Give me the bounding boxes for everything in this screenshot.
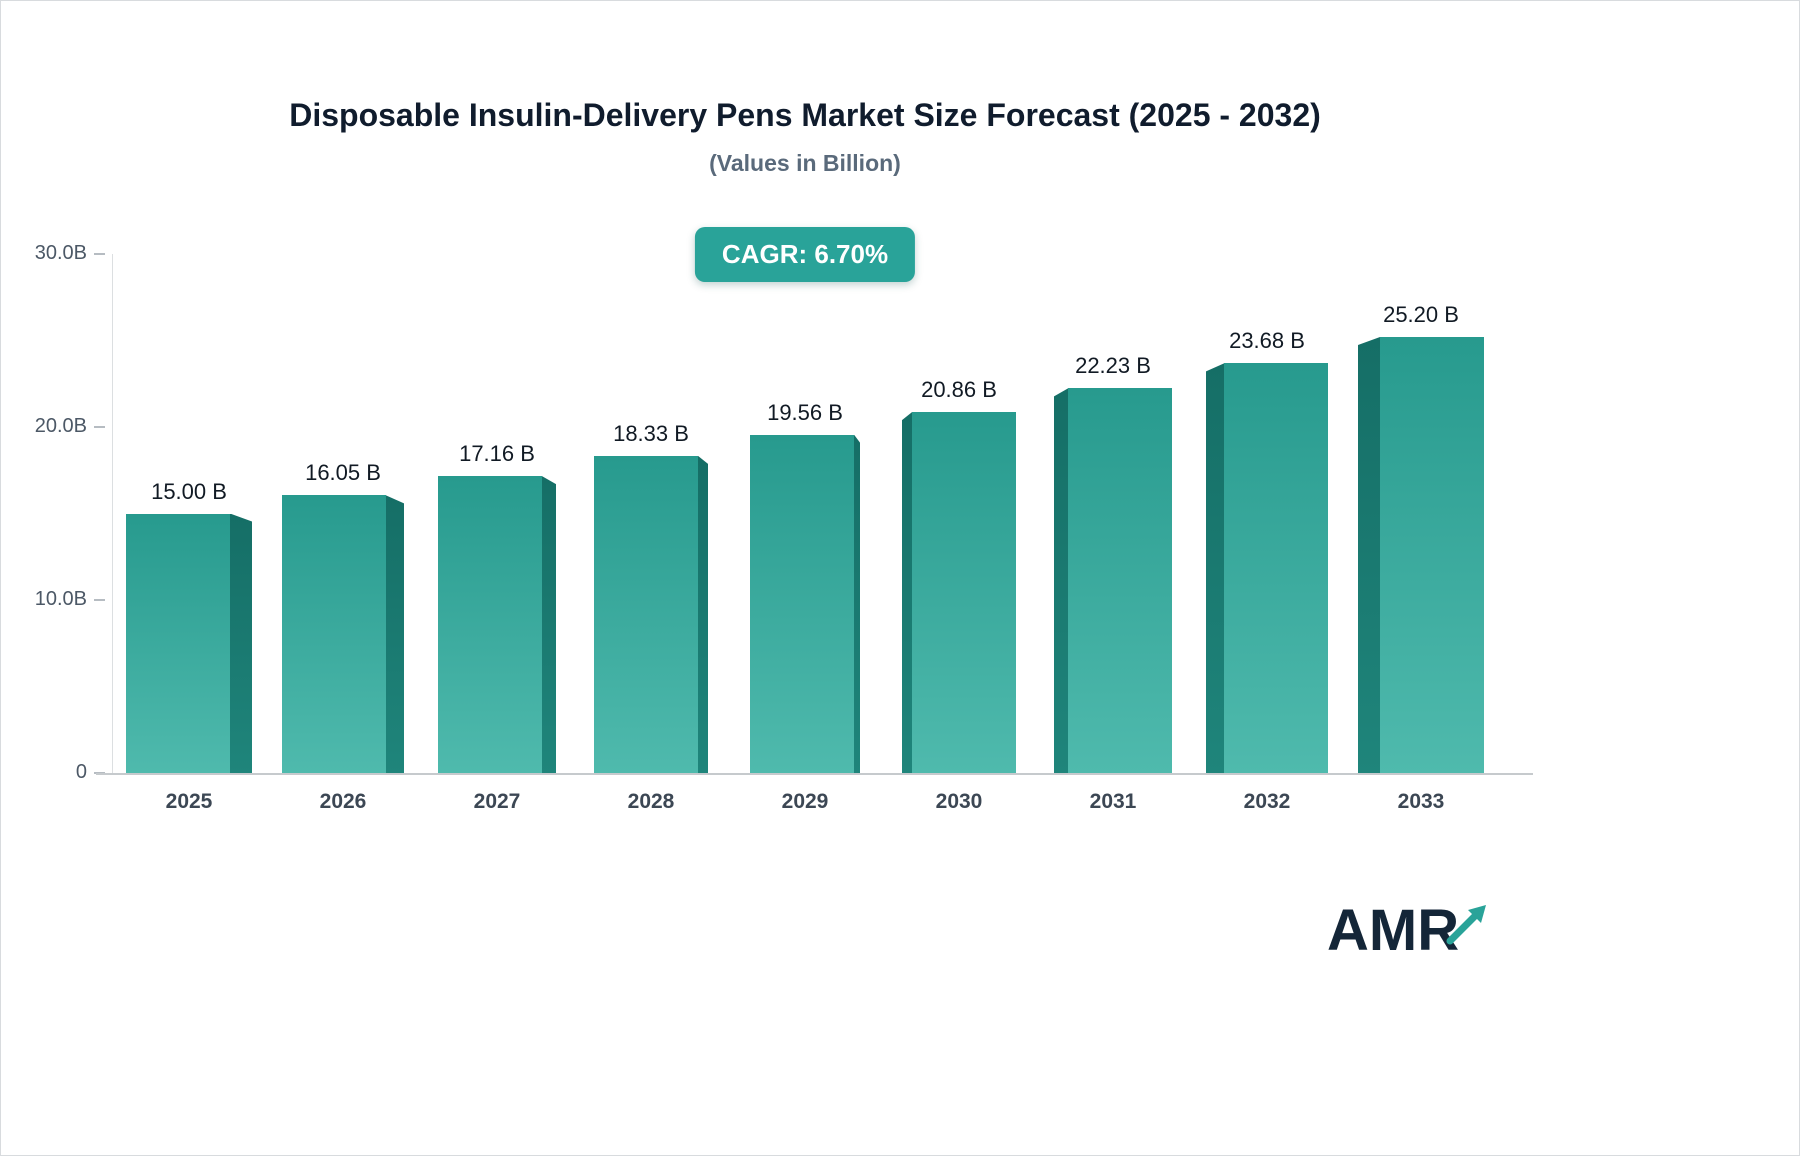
- y-axis-line: [112, 254, 113, 773]
- x-axis-label: 2031: [1089, 790, 1137, 813]
- y-axis-tick-label: 0: [75, 761, 87, 783]
- bar: [1358, 337, 1484, 773]
- bar-front-face: [126, 513, 230, 773]
- x-axis-label: 2029: [781, 790, 829, 813]
- y-axis-tick-label: 30.0B: [34, 242, 87, 264]
- bar-side-face: [230, 513, 252, 773]
- bar-value-label: 15.00 B: [151, 478, 227, 504]
- y-axis-tick-label: 10.0B: [34, 588, 87, 610]
- x-axis-label: 2030: [935, 790, 983, 813]
- x-axis-label: 2027: [473, 790, 521, 813]
- x-axis-label: 2028: [627, 790, 675, 813]
- y-axis-tick: [94, 253, 105, 255]
- bar-value-label: 16.05 B: [305, 460, 381, 486]
- y-axis-tick: [94, 599, 105, 601]
- bar: [1206, 363, 1328, 773]
- bar: [438, 476, 556, 773]
- x-axis-line: [96, 773, 1533, 775]
- bar-side-face: [902, 412, 912, 773]
- cagr-label: CAGR: 6.70%: [721, 239, 889, 269]
- bar-value-label: 20.86 B: [921, 377, 997, 403]
- bar-side-face: [386, 495, 404, 773]
- cagr-badge: CAGR: 6.70%: [694, 227, 916, 282]
- bar-front-face: [594, 455, 698, 773]
- bar-front-face: [750, 434, 854, 773]
- bar: [902, 412, 1016, 773]
- bar: [750, 434, 860, 773]
- bar-front-face: [1068, 388, 1172, 773]
- trend-arrow-icon: [1446, 904, 1487, 944]
- bar-front-face: [1224, 363, 1328, 773]
- x-axis-label: 2025: [165, 790, 213, 813]
- amr-logo: AMR: [1327, 897, 1491, 964]
- bar-value-label: 18.33 B: [613, 420, 689, 446]
- chart-title: Disposable Insulin-Delivery Pens Market …: [289, 97, 1321, 133]
- bar-side-face: [698, 455, 708, 773]
- bar-value-label: 19.56 B: [767, 399, 843, 425]
- bar-side-face: [854, 434, 860, 773]
- bar-front-face: [282, 495, 386, 773]
- bar: [282, 495, 404, 773]
- x-axis-label: 2026: [319, 790, 367, 813]
- bar-value-label: 22.23 B: [1075, 353, 1151, 379]
- bar-side-face: [1358, 337, 1380, 773]
- bar-front-face: [438, 476, 542, 773]
- bar-side-face: [1054, 388, 1068, 773]
- logo-text: AMR: [1327, 898, 1460, 963]
- bar: [594, 455, 708, 773]
- chart-subtitle: (Values in Billion): [709, 150, 901, 176]
- x-axis-label: 2032: [1243, 790, 1291, 813]
- y-axis-tick: [94, 426, 105, 428]
- bar-value-label: 17.16 B: [459, 441, 535, 467]
- bar: [1054, 388, 1172, 773]
- bar-value-label: 25.20 B: [1383, 302, 1459, 328]
- bar: [126, 513, 252, 773]
- bar-front-face: [1380, 337, 1484, 773]
- bar-side-face: [1206, 363, 1224, 773]
- bar-value-label: 23.68 B: [1229, 328, 1305, 354]
- x-axis-label: 2033: [1397, 790, 1445, 813]
- bar-front-face: [912, 412, 1016, 773]
- bar-side-face: [542, 476, 556, 773]
- y-axis-tick-label: 20.0B: [34, 415, 87, 437]
